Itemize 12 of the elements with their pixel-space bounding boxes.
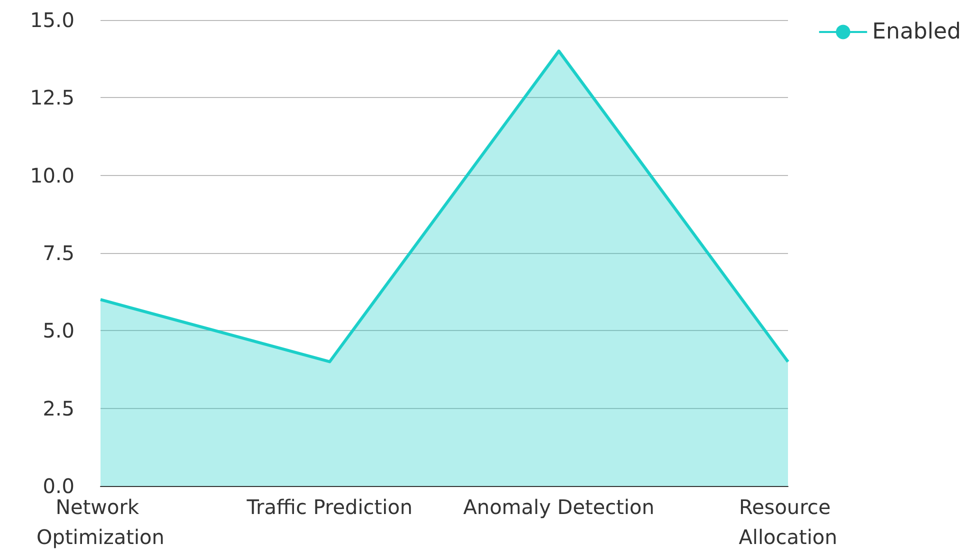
y-tick-label: 5.0 (42, 318, 74, 343)
x-tick-label: Resource Allocation (738, 495, 838, 549)
y-tick-label: 12.5 (30, 86, 74, 110)
x-tick-label: Anomaly Detection (463, 495, 654, 519)
y-tick-label: 0.0 (42, 474, 74, 498)
legend-label: Enabled (872, 20, 962, 44)
y-tick-label: 2.5 (42, 396, 74, 420)
y-tick-label: 15.0 (30, 8, 74, 32)
y-tick-label: 7.5 (42, 241, 74, 265)
y-tick-label: 10.0 (30, 163, 74, 188)
x-tick-label: Traffic Prediction (246, 495, 413, 519)
x-tick-label: Network Optimization (36, 495, 164, 549)
